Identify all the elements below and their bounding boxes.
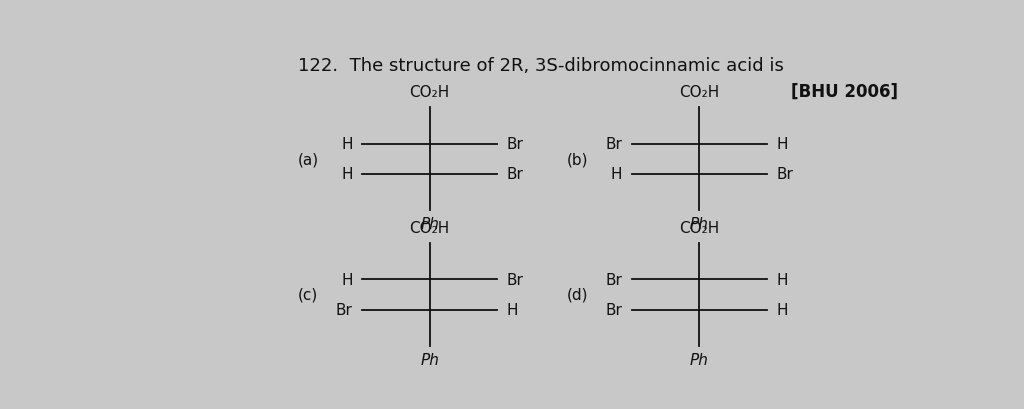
Text: Br: Br — [605, 137, 623, 152]
Text: CO₂H: CO₂H — [410, 220, 450, 236]
Text: CO₂H: CO₂H — [679, 220, 720, 236]
Text: 122.  The structure of 2R, 3S-dibromocinnamic acid is: 122. The structure of 2R, 3S-dibromocinn… — [298, 57, 783, 75]
Text: H: H — [341, 167, 352, 182]
Text: H: H — [776, 137, 787, 152]
Text: H: H — [341, 137, 352, 152]
Text: H: H — [776, 302, 787, 317]
Text: Br: Br — [776, 167, 794, 182]
Text: Br: Br — [336, 302, 352, 317]
Text: H: H — [611, 167, 623, 182]
Text: H: H — [341, 272, 352, 287]
Text: Br: Br — [507, 137, 523, 152]
Text: [BHU 2006]: [BHU 2006] — [791, 82, 898, 100]
Text: (c): (c) — [298, 287, 318, 302]
Text: (d): (d) — [567, 287, 588, 302]
Text: Br: Br — [507, 272, 523, 287]
Text: Br: Br — [507, 167, 523, 182]
Text: (a): (a) — [297, 152, 318, 167]
Text: H: H — [507, 302, 518, 317]
Text: Ph: Ph — [420, 352, 439, 367]
Text: CO₂H: CO₂H — [679, 85, 720, 100]
Text: H: H — [776, 272, 787, 287]
Text: Br: Br — [605, 272, 623, 287]
Text: Ph: Ph — [420, 216, 439, 231]
Text: Ph: Ph — [690, 216, 709, 231]
Text: Ph: Ph — [690, 352, 709, 367]
Text: CO₂H: CO₂H — [410, 85, 450, 100]
Text: (b): (b) — [567, 152, 588, 167]
Text: Br: Br — [605, 302, 623, 317]
